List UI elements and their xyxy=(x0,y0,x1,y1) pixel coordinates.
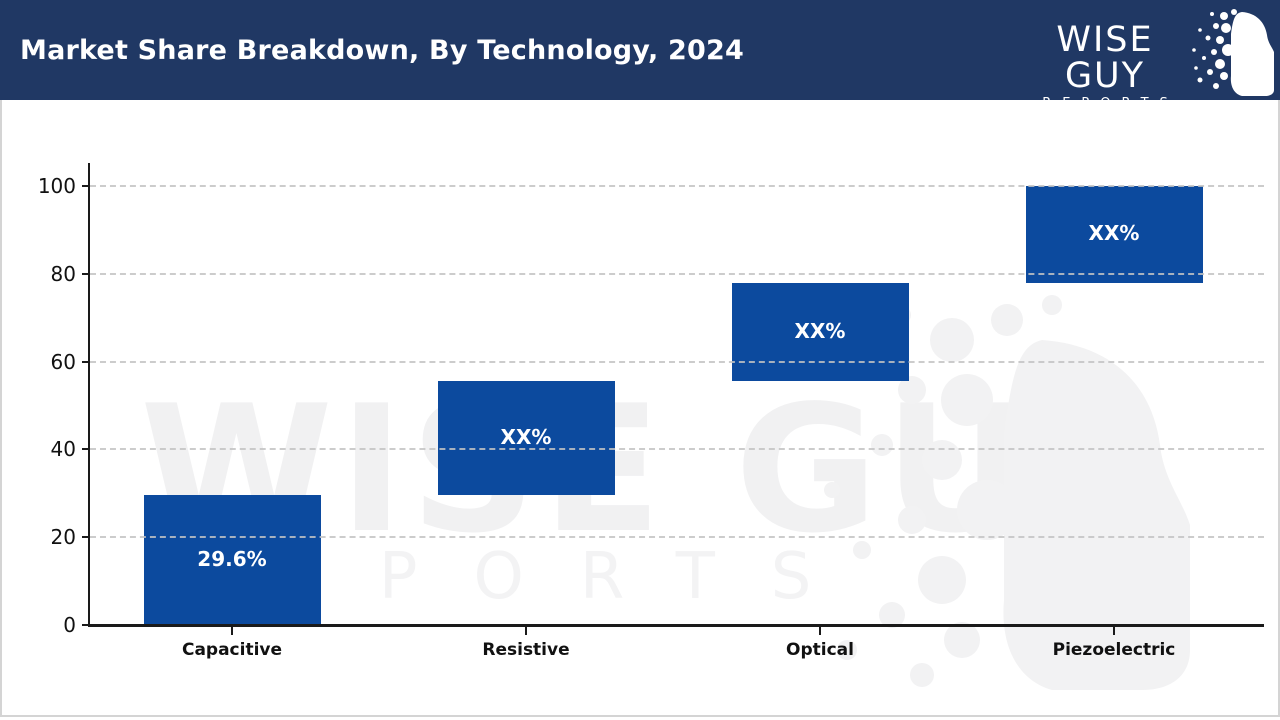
bar-optical xyxy=(731,282,909,382)
y-axis-line xyxy=(88,163,90,627)
y-tick-0 xyxy=(82,624,90,626)
bar-piezoelectric xyxy=(1025,186,1203,283)
y-tick-label-100: 100 xyxy=(37,174,76,198)
gridline-80 xyxy=(90,272,1264,275)
watermark-head-icon xyxy=(824,295,1190,690)
logo-wordmark: WISE GUY xyxy=(1056,20,1154,96)
y-tick-label-40: 40 xyxy=(50,437,76,462)
header-band: Market Share Breakdown, By Technology, 2… xyxy=(0,0,1280,111)
x-tick-capacitive xyxy=(231,627,233,635)
x-tick-piezoelectric xyxy=(1113,627,1115,635)
y-tick-label-80: 80 xyxy=(50,261,76,286)
y-tick-40 xyxy=(82,448,90,451)
x-tick-label-resistive: Resistive xyxy=(482,640,570,660)
y-tick-100 xyxy=(82,185,90,187)
y-tick-label-60: 60 xyxy=(50,349,76,374)
y-tick-80 xyxy=(82,272,90,275)
bar-value-label-capacitive: 29.6% xyxy=(197,547,267,572)
gridline-60 xyxy=(90,360,1264,363)
x-tick-resistive xyxy=(525,627,527,635)
bar-value-label-piezoelectric: XX% xyxy=(1088,221,1140,246)
x-tick-label-piezoelectric: Piezoelectric xyxy=(1052,640,1176,660)
x-axis-line xyxy=(88,624,1264,627)
y-tick-20 xyxy=(82,536,90,539)
gridline-100 xyxy=(90,185,1264,187)
x-tick-label-optical: Optical xyxy=(786,640,854,660)
chart-area: WISE GU REPORTS 0 20 40 60 80 100 29.6% XX% XX% X… xyxy=(2,100,1278,715)
y-tick-label-20: 20 xyxy=(50,525,76,550)
y-tick-label-0: 0 xyxy=(63,613,76,637)
bar-capacitive xyxy=(143,495,321,625)
bar-resistive xyxy=(437,381,615,496)
page-title: Market Share Breakdown, By Technology, 2… xyxy=(20,34,745,66)
bar-value-label-resistive: XX% xyxy=(500,425,552,450)
gridline-20 xyxy=(90,536,1264,539)
gridline-40 xyxy=(90,448,1264,451)
x-tick-optical xyxy=(819,627,821,635)
bar-value-label-optical: XX% xyxy=(794,318,846,343)
wiseguy-logo: WISE GUY REPORTS xyxy=(1014,4,1274,111)
logo-head-icon xyxy=(1192,9,1274,96)
x-tick-label-capacitive: Capacitive xyxy=(181,640,283,660)
wiseguy-logo-text: WISE GUY REPORTS xyxy=(1014,22,1196,111)
y-tick-60 xyxy=(82,360,90,363)
